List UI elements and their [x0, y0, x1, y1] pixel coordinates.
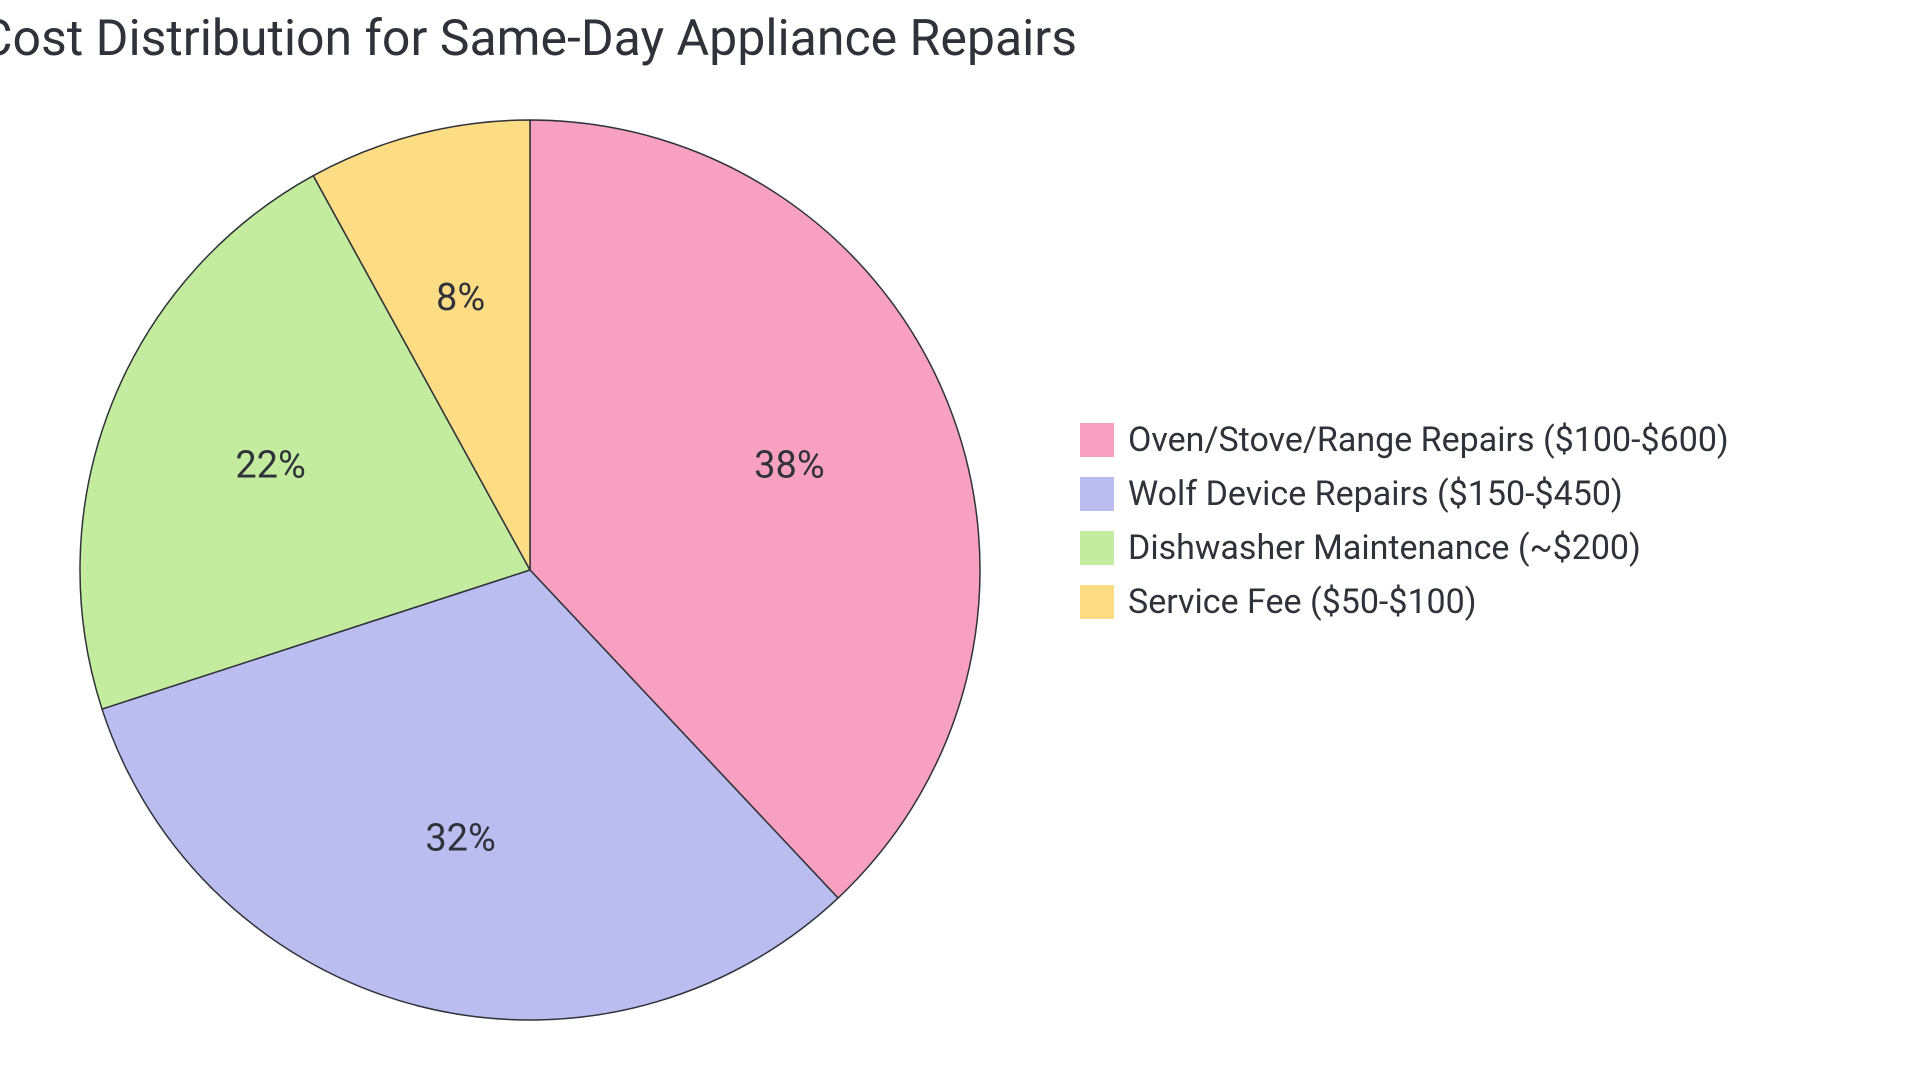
legend-swatch — [1080, 423, 1114, 457]
pie-chart: 38% 32% 22% 8% — [60, 100, 1000, 1040]
legend-item: Dishwasher Maintenance (~$200) — [1080, 528, 1729, 568]
legend-item: Oven/Stove/Range Repairs ($100-$600) — [1080, 420, 1729, 460]
slice-percent-label: 32% — [425, 816, 496, 860]
legend-item: Wolf Device Repairs ($150-$450) — [1080, 474, 1729, 514]
legend-swatch — [1080, 477, 1114, 511]
legend-swatch — [1080, 585, 1114, 619]
legend-label: Oven/Stove/Range Repairs ($100-$600) — [1128, 420, 1729, 460]
slice-percent-label: 22% — [235, 443, 306, 487]
slice-percent-label: 8% — [436, 276, 485, 320]
legend-label: Dishwasher Maintenance (~$200) — [1128, 528, 1641, 568]
chart-title: Cost Distribution for Same-Day Appliance… — [0, 10, 1077, 68]
legend-label: Wolf Device Repairs ($150-$450) — [1128, 474, 1623, 514]
legend: Oven/Stove/Range Repairs ($100-$600) Wolf… — [1080, 420, 1729, 636]
legend-item: Service Fee ($50-$100) — [1080, 582, 1729, 622]
slice-percent-label: 38% — [754, 443, 825, 487]
legend-swatch — [1080, 531, 1114, 565]
legend-label: Service Fee ($50-$100) — [1128, 582, 1477, 622]
